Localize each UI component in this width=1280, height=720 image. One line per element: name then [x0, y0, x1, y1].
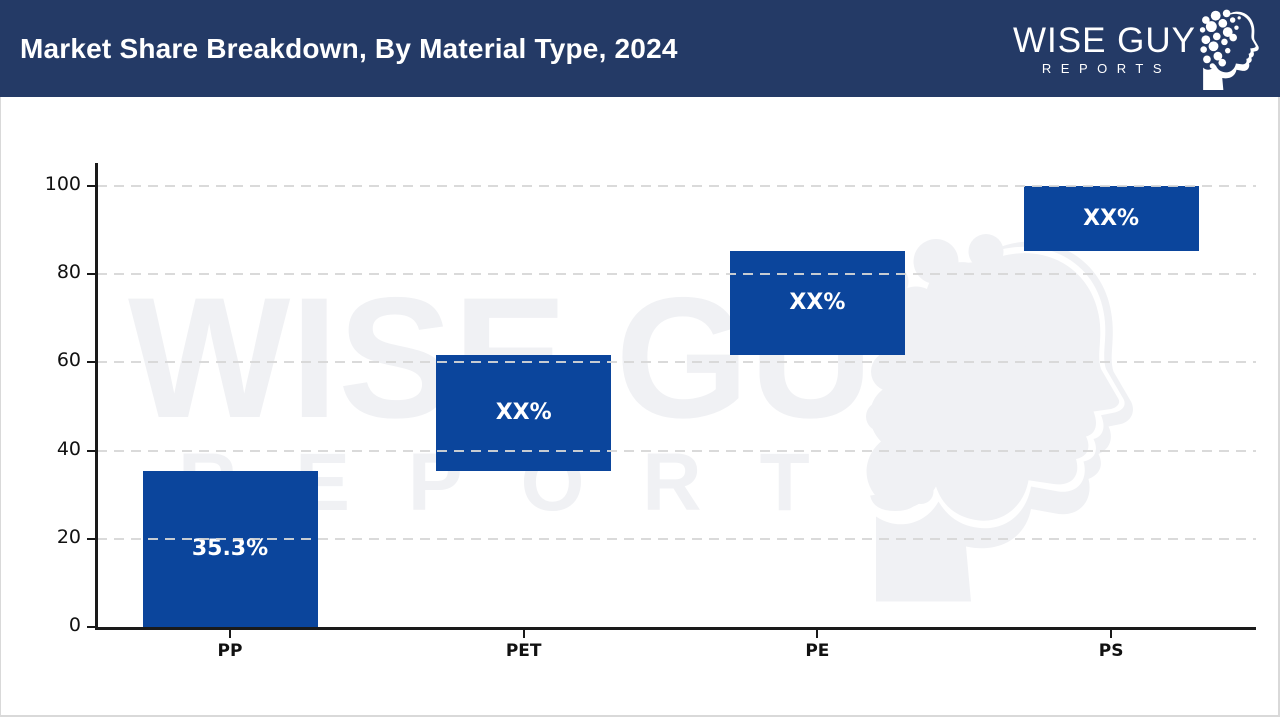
- bar-pp: 35.3%: [142, 471, 318, 627]
- y-tick-mark-100: [87, 185, 95, 187]
- x-tick-mark-pp: [229, 629, 231, 638]
- y-tick-label-40: 40: [56, 437, 81, 460]
- left-border-line: [0, 97, 1, 717]
- x-category-label-pet: PET: [505, 641, 542, 661]
- y-axis-line: [95, 163, 98, 629]
- x-tick-mark-pet: [522, 629, 525, 638]
- bar-value-label-pe: XX%: [789, 290, 846, 316]
- bar-value-label-pet: XX%: [495, 400, 552, 426]
- y-tick-label-60: 60: [56, 349, 81, 372]
- logo-wordmark: WISE GUY: [1012, 20, 1196, 60]
- x-tick-mark-pe: [816, 629, 819, 638]
- x-category-label-pe: PE: [805, 641, 830, 661]
- gridline-y-60: [97, 361, 1256, 364]
- y-tick-mark-60: [87, 361, 95, 364]
- bar-pe: XX%: [729, 251, 905, 356]
- watermark-head-logo: [863, 234, 1133, 602]
- x-axis-line: [95, 627, 1256, 630]
- y-tick-mark-80: [87, 273, 95, 276]
- y-tick-label-100: 100: [44, 173, 81, 195]
- bottom-border-line: [0, 715, 1280, 717]
- chart-title: Market Share Breakdown, By Material Type…: [20, 32, 678, 64]
- logo-reports-text: REPORTS: [1041, 60, 1172, 76]
- y-tick-label-20: 20: [56, 525, 81, 548]
- y-tick-mark-20: [87, 537, 95, 540]
- logo-text: WISE GUY REPORTS: [1012, 20, 1196, 76]
- bar-value-label-ps: XX%: [1083, 206, 1140, 231]
- bar-pet: XX%: [436, 355, 612, 472]
- gridline-y-20: [97, 537, 1256, 540]
- wise-guy-reports-logo: WISE GUY REPORTS: [1013, 4, 1264, 94]
- header-bar: Market Share Breakdown, By Material Type…: [0, 0, 1280, 97]
- y-tick-mark-40: [87, 449, 95, 452]
- logo-head-icon: [1199, 9, 1259, 90]
- x-category-label-ps: PS: [1098, 641, 1124, 661]
- right-border-line: [1278, 97, 1280, 717]
- gridline-y-100: [97, 185, 1256, 187]
- gridline-y-40: [97, 449, 1256, 452]
- x-category-label-pp: PP: [217, 641, 243, 661]
- bar-value-label-pp: 35.3%: [191, 536, 269, 562]
- bar-ps: XX%: [1023, 186, 1199, 252]
- y-tick-mark-0: [87, 626, 95, 628]
- y-tick-label-80: 80: [56, 261, 81, 284]
- y-tick-label-0: 0: [68, 614, 81, 636]
- x-tick-mark-ps: [1110, 629, 1113, 638]
- gridline-y-80: [97, 273, 1256, 276]
